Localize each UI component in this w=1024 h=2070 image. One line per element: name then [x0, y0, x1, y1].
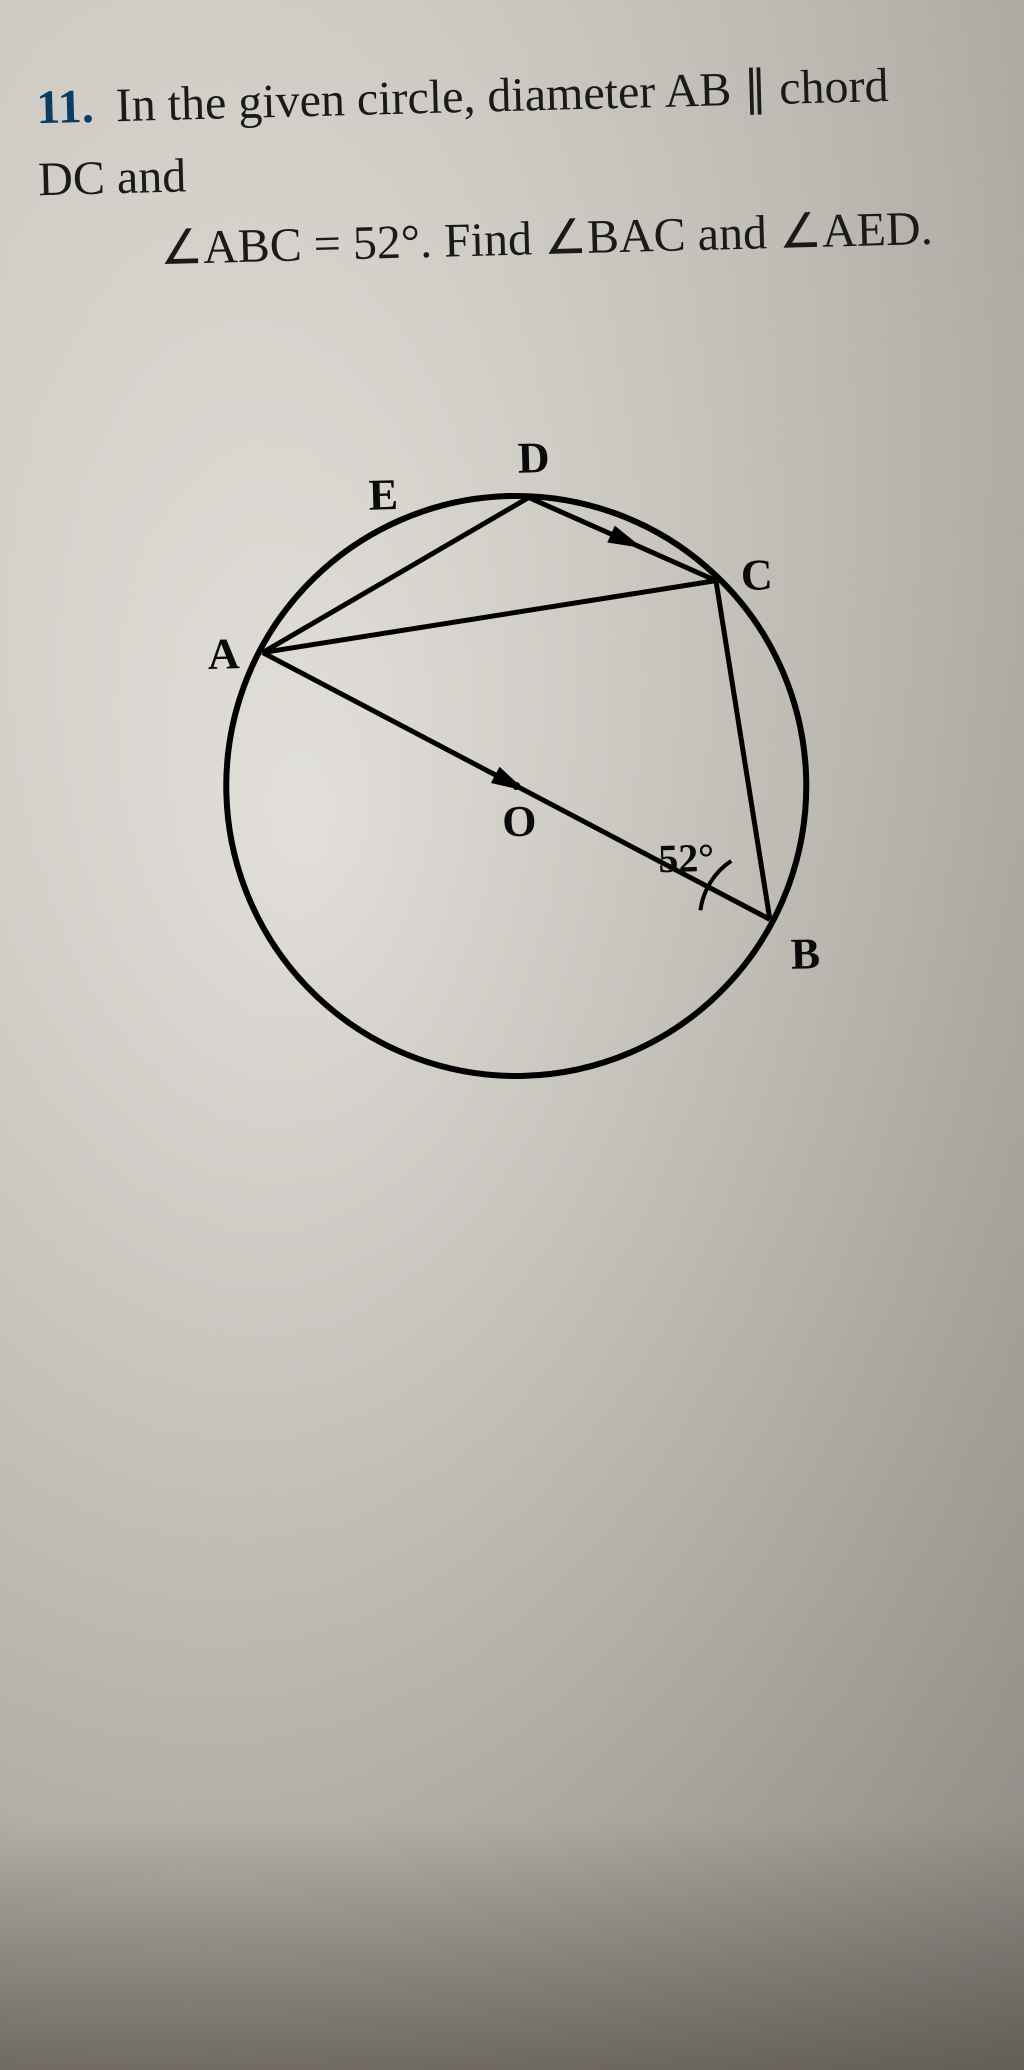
question-text-block: 11. In the given circle, diameter AB ∥ c…	[35, 48, 964, 288]
question-number: 11.	[36, 80, 95, 134]
point-label-A: A	[207, 629, 240, 679]
question-text-line1: In the given circle, diameter AB ∥ chord…	[38, 59, 890, 206]
question-line-1: 11. In the given circle, diameter AB ∥ c…	[35, 48, 962, 216]
point-label-E: E	[368, 470, 399, 520]
diagram-container: A B C D E O 52°	[43, 324, 989, 1198]
segment-AC	[261, 581, 717, 653]
point-label-O: O	[502, 796, 538, 846]
bottom-fade	[0, 1820, 1024, 2070]
angle-label: 52°	[658, 835, 715, 881]
content-area: 11. In the given circle, diameter AB ∥ c…	[0, 0, 1024, 1259]
point-label-D: D	[517, 433, 550, 483]
parallel-mark-AB	[490, 766, 525, 792]
point-label-C: C	[740, 550, 773, 600]
parallel-mark-DC	[607, 525, 643, 549]
circle-diagram: A B C D E O 52°	[155, 327, 877, 1195]
point-label-B: B	[790, 929, 821, 979]
